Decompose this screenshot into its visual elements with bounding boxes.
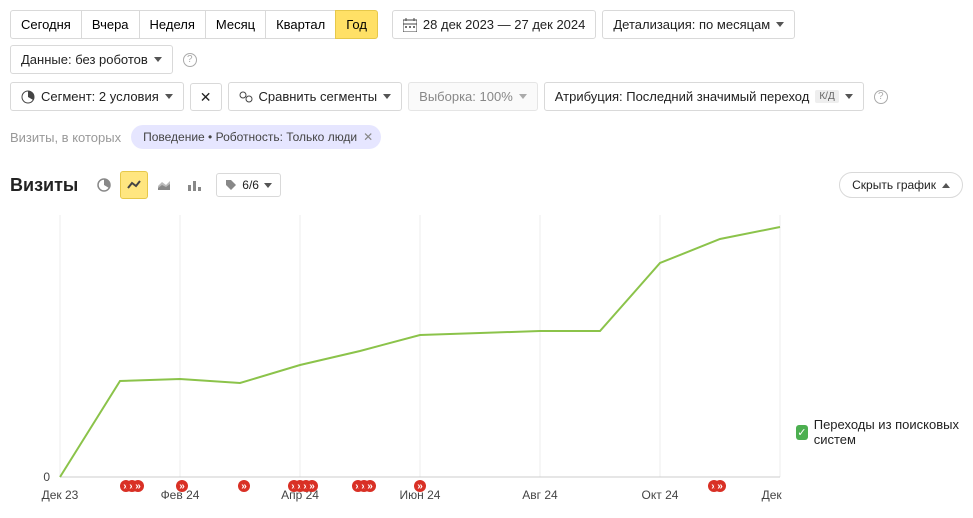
chart-type-line-button[interactable] [120,171,148,199]
calendar-icon [403,18,417,32]
svg-text:Дек 23: Дек 23 [42,488,79,502]
series-count-selector[interactable]: 6/6 [216,173,281,197]
svg-text:»: » [241,481,247,492]
compare-icon [239,90,253,104]
chevron-down-icon [154,57,162,62]
bar-chart-icon [186,177,202,193]
attribution-selector[interactable]: Атрибуция: Последний значимый переход К/… [544,82,864,111]
chevron-down-icon [776,22,784,27]
chart-type-area-button[interactable] [150,171,178,199]
visits-chart: Дек 23Фев 24Апр 24Июн 24Авг 24Окт 24Дек … [32,207,782,507]
filter-label: Визиты, в которых [10,130,121,145]
chevron-down-icon [264,183,272,188]
svg-text:»: » [135,481,141,492]
remove-filter-icon[interactable]: ✕ [363,130,373,144]
svg-text:»: » [309,481,315,492]
legend-item[interactable]: ✓ Переходы из поисковых систем [782,207,963,507]
help-icon[interactable]: ? [874,90,888,104]
date-range-picker[interactable]: 28 дек 2023 — 27 дек 2024 [392,10,596,39]
chevron-down-icon [519,94,527,99]
svg-text:»: » [717,481,723,492]
chart-type-pie-button[interactable] [90,171,118,199]
svg-text:»: » [179,481,185,492]
period-tab[interactable]: Месяц [205,10,266,39]
area-chart-icon [156,177,172,193]
legend-checkbox-icon: ✓ [796,425,808,440]
compare-segments-button[interactable]: Сравнить сегменты [228,82,403,111]
period-tab[interactable]: Неделя [139,10,206,39]
chevron-up-icon [942,183,950,188]
tag-icon [225,179,237,191]
hide-chart-button[interactable]: Скрыть график [839,172,963,198]
sample-selector[interactable]: Выборка: 100% [408,82,538,111]
period-tab[interactable]: Квартал [265,10,336,39]
svg-text:»: » [417,481,423,492]
filter-pill[interactable]: Поведение • Роботность: Только люди ✕ [131,125,381,149]
date-range-text: 28 дек 2023 — 27 дек 2024 [423,17,585,32]
period-tab[interactable]: Год [335,10,378,39]
period-tab[interactable]: Сегодня [10,10,82,39]
svg-text:»: » [367,481,373,492]
chart-title: Визиты [10,175,78,196]
svg-text:Окт 24: Окт 24 [642,488,679,502]
svg-text:Авг 24: Авг 24 [522,488,558,502]
clear-segment-button[interactable]: ✕ [190,83,222,111]
period-tab[interactable]: Вчера [81,10,140,39]
chart-type-bar-button[interactable] [180,171,208,199]
chevron-down-icon [165,94,173,99]
chevron-down-icon [845,94,853,99]
svg-text:0: 0 [43,470,50,484]
attribution-badge: К/Д [815,90,838,103]
pie-chart-icon [96,177,112,193]
detail-selector[interactable]: Детализация: по месяцам [602,10,795,39]
pie-icon [21,90,35,104]
help-icon[interactable]: ? [183,53,197,67]
data-mode-selector[interactable]: Данные: без роботов [10,45,173,74]
segment-selector[interactable]: Сегмент: 2 условия [10,82,184,111]
period-tabs: СегодняВчераНеделяМесяцКварталГод [10,10,378,39]
line-chart-icon [126,177,142,193]
svg-text:Дек 24: Дек 24 [762,488,782,502]
chevron-down-icon [383,94,391,99]
